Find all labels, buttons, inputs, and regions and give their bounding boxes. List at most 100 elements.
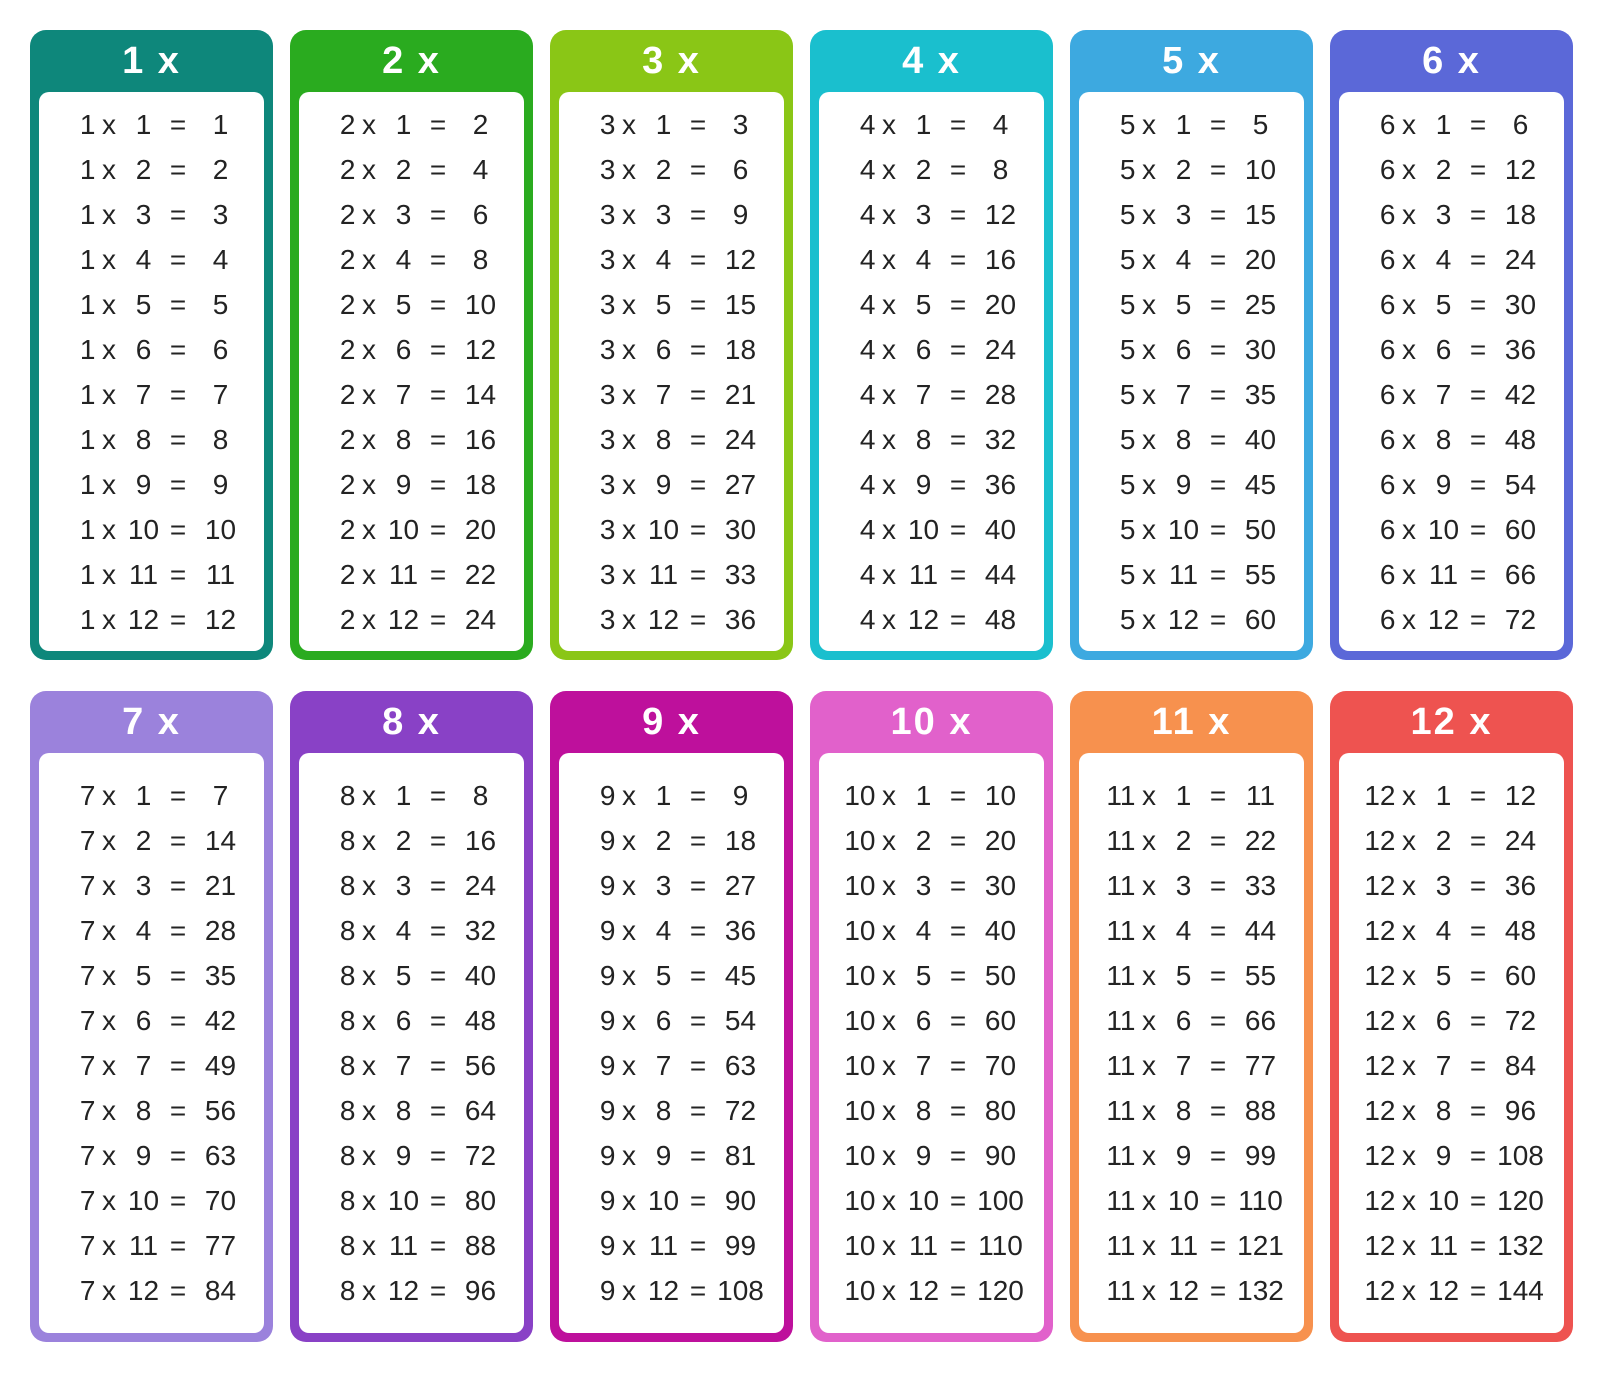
multiplicand-value: 11 (1106, 780, 1136, 811)
product-value: 48 (984, 603, 1017, 635)
multiplicand-value: 5 (1119, 198, 1136, 230)
equation-row: 5 x 4 = 20 (1094, 237, 1290, 282)
multiplicand-value: 9 (599, 960, 616, 991)
multiplier-value: 2 (655, 153, 672, 185)
product-value: 21 (724, 378, 757, 410)
product-value: 16 (464, 825, 497, 856)
equation-row: 10 x 5 = 50 (834, 953, 1030, 998)
multiply-sign: x (622, 1140, 636, 1171)
product-value: 28 (984, 378, 1017, 410)
multiply-sign: x (102, 423, 116, 455)
equation-row: 11 x 1 = 11 (1094, 773, 1290, 818)
multiplicand-value: 10 (844, 915, 876, 946)
equation-row: 9 x 11 = 99 (574, 1223, 770, 1268)
multiply-sign: x (882, 1095, 896, 1126)
equation-row: 4 x 2 = 8 (834, 147, 1030, 192)
multiplicand-value: 12 (1364, 915, 1396, 946)
equals-sign: = (949, 378, 967, 410)
equation-row: 1 x 5 = 5 (54, 282, 250, 327)
multiplier-value: 11 (128, 558, 159, 590)
multiplier-value: 12 (127, 603, 160, 635)
multiply-sign: x (622, 603, 636, 635)
product-value: 18 (1504, 198, 1537, 230)
multiply-sign: x (622, 243, 636, 275)
multiply-sign: x (622, 1230, 636, 1261)
multiplier-value: 10 (907, 513, 940, 545)
equation-row: 10 x 4 = 40 (834, 908, 1030, 953)
multiplier-value: 3 (135, 870, 152, 901)
multiply-sign: x (1142, 468, 1156, 500)
equation-row: 1 x 12 = 12 (54, 597, 250, 642)
multiply-sign: x (1402, 825, 1416, 856)
multiplier-value: 1 (915, 108, 932, 140)
product-value: 100 (977, 1185, 1024, 1216)
multiplicand-value: 9 (599, 1050, 616, 1081)
multiplier-value: 6 (655, 333, 672, 365)
multiplier-value: 4 (1175, 243, 1192, 275)
product-value: 5 (1252, 108, 1269, 140)
multiply-sign: x (362, 108, 376, 140)
multiplicand-value: 4 (859, 558, 876, 590)
equation-row: 1 x 1 = 1 (54, 102, 250, 147)
product-value: 72 (724, 1095, 757, 1126)
equation-row: 3 x 3 = 9 (574, 192, 770, 237)
product-value: 120 (977, 1275, 1024, 1306)
product-value: 70 (984, 1050, 1017, 1081)
product-value: 15 (1244, 198, 1277, 230)
product-value: 54 (724, 1005, 757, 1036)
multiplier-value: 10 (647, 1185, 680, 1216)
multiplier-value: 7 (915, 378, 932, 410)
table-header-label: 5 x (1162, 39, 1221, 82)
multiplier-value: 12 (387, 1275, 420, 1306)
product-value: 36 (724, 915, 757, 946)
multiply-sign: x (102, 1275, 116, 1306)
multiply-sign: x (102, 108, 116, 140)
multiplicand-value: 10 (844, 960, 876, 991)
multiply-sign: x (1142, 153, 1156, 185)
multiplier-value: 1 (1175, 780, 1192, 811)
multiply-sign: x (1402, 108, 1416, 140)
multiplicand-value: 6 (1379, 333, 1396, 365)
equation-row: 10 x 11 = 110 (834, 1223, 1030, 1268)
multiplicand-value: 2 (339, 468, 356, 500)
times-table-card: 7 x 7 x 1 = 7 7 x 2 = 14 7 x 3 = 21 7 x … (30, 691, 273, 1342)
multiplier-value: 10 (387, 513, 420, 545)
equals-sign: = (1209, 603, 1227, 635)
equals-sign: = (949, 243, 967, 275)
equals-sign: = (689, 1275, 707, 1306)
multiplicand-value: 8 (339, 1140, 356, 1171)
equation-row: 9 x 5 = 45 (574, 953, 770, 998)
multiplicand-value: 11 (1106, 1140, 1136, 1171)
multiplicand-value: 9 (599, 1185, 616, 1216)
product-value: 3 (212, 198, 229, 230)
multiplier-value: 9 (655, 468, 672, 500)
table-header-label: 1 x (122, 39, 181, 82)
equation-row: 2 x 2 = 4 (314, 147, 510, 192)
multiplicand-value: 3 (599, 288, 616, 320)
times-table-card: 5 x 5 x 1 = 5 5 x 2 = 10 5 x 3 = 15 5 x … (1070, 30, 1313, 660)
multiplicand-value: 9 (599, 1005, 616, 1036)
multiplier-value: 9 (1435, 1140, 1452, 1171)
equals-sign: = (1469, 378, 1487, 410)
times-table-card: 1 x 1 x 1 = 1 1 x 2 = 2 1 x 3 = 3 1 x 4 … (30, 30, 273, 660)
multiply-sign: x (1402, 153, 1416, 185)
multiply-sign: x (622, 423, 636, 455)
multiply-sign: x (102, 1095, 116, 1126)
equation-row: 3 x 12 = 36 (574, 597, 770, 642)
multiplier-value: 9 (395, 1140, 412, 1171)
equals-sign: = (1469, 1050, 1487, 1081)
multiplicand-value: 8 (339, 1275, 356, 1306)
multiplicand-value: 1 (79, 288, 96, 320)
equals-sign: = (689, 1140, 707, 1171)
multiplier-value: 9 (1175, 468, 1192, 500)
multiplicand-value: 3 (599, 423, 616, 455)
equals-sign: = (429, 423, 447, 455)
equation-row: 7 x 5 = 35 (54, 953, 250, 998)
equation-row: 6 x 2 = 12 (1354, 147, 1550, 192)
multiplicand-value: 10 (844, 1050, 876, 1081)
equation-row: 6 x 6 = 36 (1354, 327, 1550, 372)
equation-row: 12 x 5 = 60 (1354, 953, 1550, 998)
multiplier-value: 9 (655, 1140, 672, 1171)
multiplier-value: 1 (655, 780, 672, 811)
